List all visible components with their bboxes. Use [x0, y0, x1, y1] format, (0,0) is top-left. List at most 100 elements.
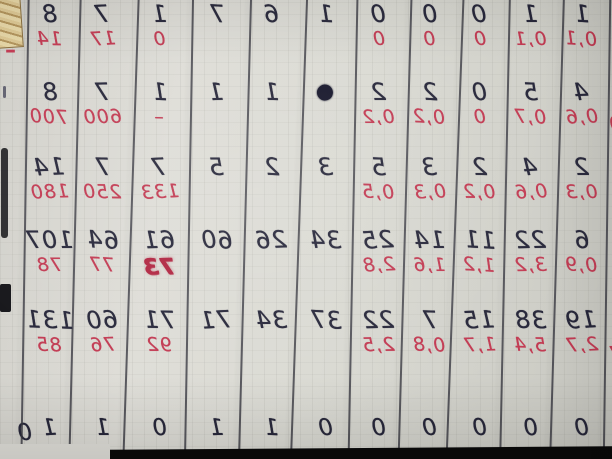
table-cell: 15 1,7 — [453, 305, 505, 357]
blue-ink-value: 3 — [316, 152, 334, 182]
red-ink-value: 1,7 — [462, 333, 497, 357]
blue-ink-value: 1 — [150, 77, 169, 107]
red-ink-value: 0,7 — [512, 105, 547, 129]
table-cell: 0 — [556, 414, 606, 442]
red-ink-value: 0,8 — [411, 333, 446, 357]
blue-ink-value: 2 — [470, 152, 488, 182]
blue-ink-value: 0 — [150, 414, 168, 442]
table-cell: 1 — [74, 415, 130, 441]
blue-ink-value: 7 — [93, 77, 111, 107]
blue-ink-value: 37 — [308, 305, 343, 335]
photo-dark-bottom-edge — [103, 446, 612, 459]
table-cell: 1 0,1 — [504, 0, 556, 51]
table-cell: 25 2,8 — [351, 225, 406, 281]
blue-ink-value: 7 — [207, 0, 226, 29]
red-ink-value: 3,2 — [513, 253, 548, 277]
blue-ink-value: 1 — [40, 414, 58, 442]
blue-ink-value: 131 — [24, 305, 75, 335]
blue-ink-value: 0 — [572, 414, 590, 442]
table-cell: 71 — [187, 305, 245, 358]
table-cell: 7 0,8 — [403, 306, 455, 357]
red-ink-value: 77 — [87, 253, 116, 277]
table-cell: 1 — [23, 415, 74, 442]
table-cell: 3 — [298, 152, 353, 204]
red-ink-value: 600 — [82, 105, 123, 129]
blue-ink-value: 71 — [198, 305, 233, 335]
table-cell: ● — [297, 79, 353, 130]
table-cell: 5 0,7 — [503, 78, 557, 129]
blue-ink-value: 0 — [316, 414, 334, 442]
table-cell: 7 133 — [129, 153, 189, 205]
table-cell: 1 — [297, 0, 353, 51]
table-cell: 0 — [454, 415, 504, 441]
blue-ink-value: 3 — [419, 152, 438, 182]
table-row: 1 0,1 1 0,1 0 0 0 0 0 0 1 6 7 1 0 7 17 8 14 — [24, 0, 607, 52]
red-ink-value: 133 — [139, 180, 180, 205]
table-cell: 1 0,1 — [555, 0, 607, 52]
table-cell: 14 180 — [23, 152, 75, 204]
table-row: 4 0,6 5 0,7 0 0 2 0,2 2 0,2 ● 1 1 1–7 600 8 700 — [23, 77, 607, 130]
page-edge-shadow — [1, 148, 8, 238]
blue-ink-value: 11 — [462, 225, 497, 255]
blue-ink-value: ● — [314, 78, 335, 104]
table-cell: 1 — [188, 415, 244, 441]
table-cell: 7 17 — [73, 0, 131, 52]
table-cell: 1 — [187, 78, 245, 129]
table-cell: 0 — [298, 414, 353, 442]
red-ink-value: 76 — [88, 333, 116, 357]
table-cell: 19 2,7 — [555, 305, 607, 358]
table-row: 19 2,7 38 5,4 15 1,7 7 0,8 22 2,5 37 34 71 71 92 60 76 13… — [24, 305, 607, 358]
table-cell: 6 0,9 — [555, 226, 607, 280]
table-cell: 2 0,3 — [556, 153, 606, 203]
blue-ink-value: 5 — [369, 152, 388, 182]
ink-speck — [3, 86, 6, 98]
table-cell: 5 — [188, 153, 244, 203]
blue-ink-value: 0 — [471, 415, 487, 441]
red-ink-value: 0,6 — [513, 180, 548, 205]
table-cell: 1 — [244, 415, 299, 442]
table-cell: 8 14 — [24, 0, 75, 51]
table-cell: 11 1,2 — [453, 225, 506, 281]
table-cell: 0 — [129, 414, 188, 442]
red-ink-value: 85 — [35, 333, 63, 357]
blue-ink-value: 0 — [420, 0, 438, 29]
blue-ink-value: 0 — [369, 414, 387, 442]
table-cell: 4 0,6 — [503, 152, 557, 205]
table-cell: 22 3,2 — [504, 226, 557, 280]
blue-ink-value: 0 — [521, 414, 539, 442]
table-cell: 2 0,2 — [454, 152, 505, 204]
blue-ink-value: 2 — [369, 78, 387, 106]
blue-ink-value: 0 — [469, 0, 488, 29]
red-ink-value: 700 — [28, 105, 69, 130]
red-ink-value: 0,2 — [361, 106, 395, 129]
blue-ink-value: 34 — [308, 225, 342, 255]
table-cell: 34 — [244, 306, 298, 356]
table-cell: 6 — [244, 0, 299, 51]
table-cell: 8 700 — [23, 78, 75, 130]
table-cell: 4 0,6 — [555, 78, 607, 129]
table-cell: 7 250 — [74, 153, 131, 204]
blue-ink-value: 1 — [262, 77, 280, 107]
table-cell: 5 0,5 — [351, 152, 405, 204]
table-cell: 2 0,2 — [403, 78, 455, 130]
red-ink-value: 2,5 — [361, 333, 396, 357]
blue-ink-value: 7 — [92, 0, 111, 29]
red-ink-value: 2,7 — [564, 333, 599, 358]
table-cell: 1– — [129, 77, 189, 129]
red-ink-value: 5,4 — [512, 333, 547, 357]
margin-red-dash: – — [5, 38, 16, 63]
table-cell: 38 5,4 — [504, 306, 557, 357]
red-ink-value: 0,1 — [513, 28, 547, 51]
red-ink-value: 0,5 — [360, 180, 395, 204]
blue-ink-value: 4 — [520, 152, 539, 182]
red-ink-value: 0 — [422, 28, 436, 51]
table-cell: 107 78 — [24, 226, 74, 279]
table-cell: 26 — [243, 225, 299, 280]
red-ink-value: 2,8 — [361, 253, 396, 278]
